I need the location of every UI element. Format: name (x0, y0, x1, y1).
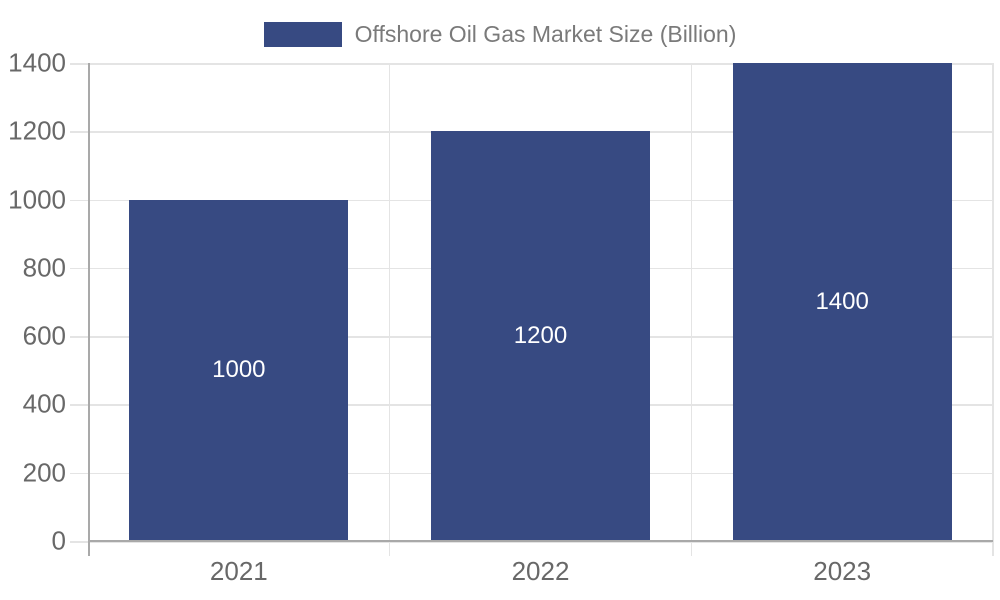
x-tick-label: 2023 (813, 556, 872, 586)
y-tick-label: 400 (22, 388, 66, 419)
y-tick-label: 0 (51, 525, 66, 556)
bar-2021: 1000 (129, 199, 349, 541)
x-tick-label: 2022 (511, 556, 570, 586)
bar-2022: 1200 (431, 131, 650, 541)
x-axis-line (88, 540, 993, 542)
gridline-v (690, 63, 693, 556)
legend-item[interactable]: Offshore Oil Gas Market Size (Billion) (0, 22, 1000, 47)
gridline-h (70, 63, 993, 65)
bar-2023: 1400 (732, 63, 952, 541)
bar-value-label: 1200 (513, 322, 568, 350)
y-axis-line (88, 63, 90, 556)
y-tick-label: 1000 (8, 184, 66, 215)
y-tick-label: 800 (22, 252, 66, 283)
gridline-v (388, 63, 391, 556)
bar-value-label: 1400 (815, 288, 869, 315)
legend-label: Offshore Oil Gas Market Size (Billion) (354, 21, 737, 47)
gridline-v (992, 63, 994, 556)
y-tick-label: 1200 (8, 115, 66, 146)
x-tick-label: 2021 (209, 556, 268, 586)
y-tick-label: 1400 (8, 47, 66, 78)
legend-swatch (263, 22, 342, 47)
gridline-h (70, 541, 993, 543)
y-tick-label: 200 (22, 457, 66, 488)
bar-value-label: 1000 (212, 356, 266, 384)
y-tick-label: 600 (22, 320, 66, 351)
plot-area: 1000 1200 1400 (70, 63, 994, 556)
